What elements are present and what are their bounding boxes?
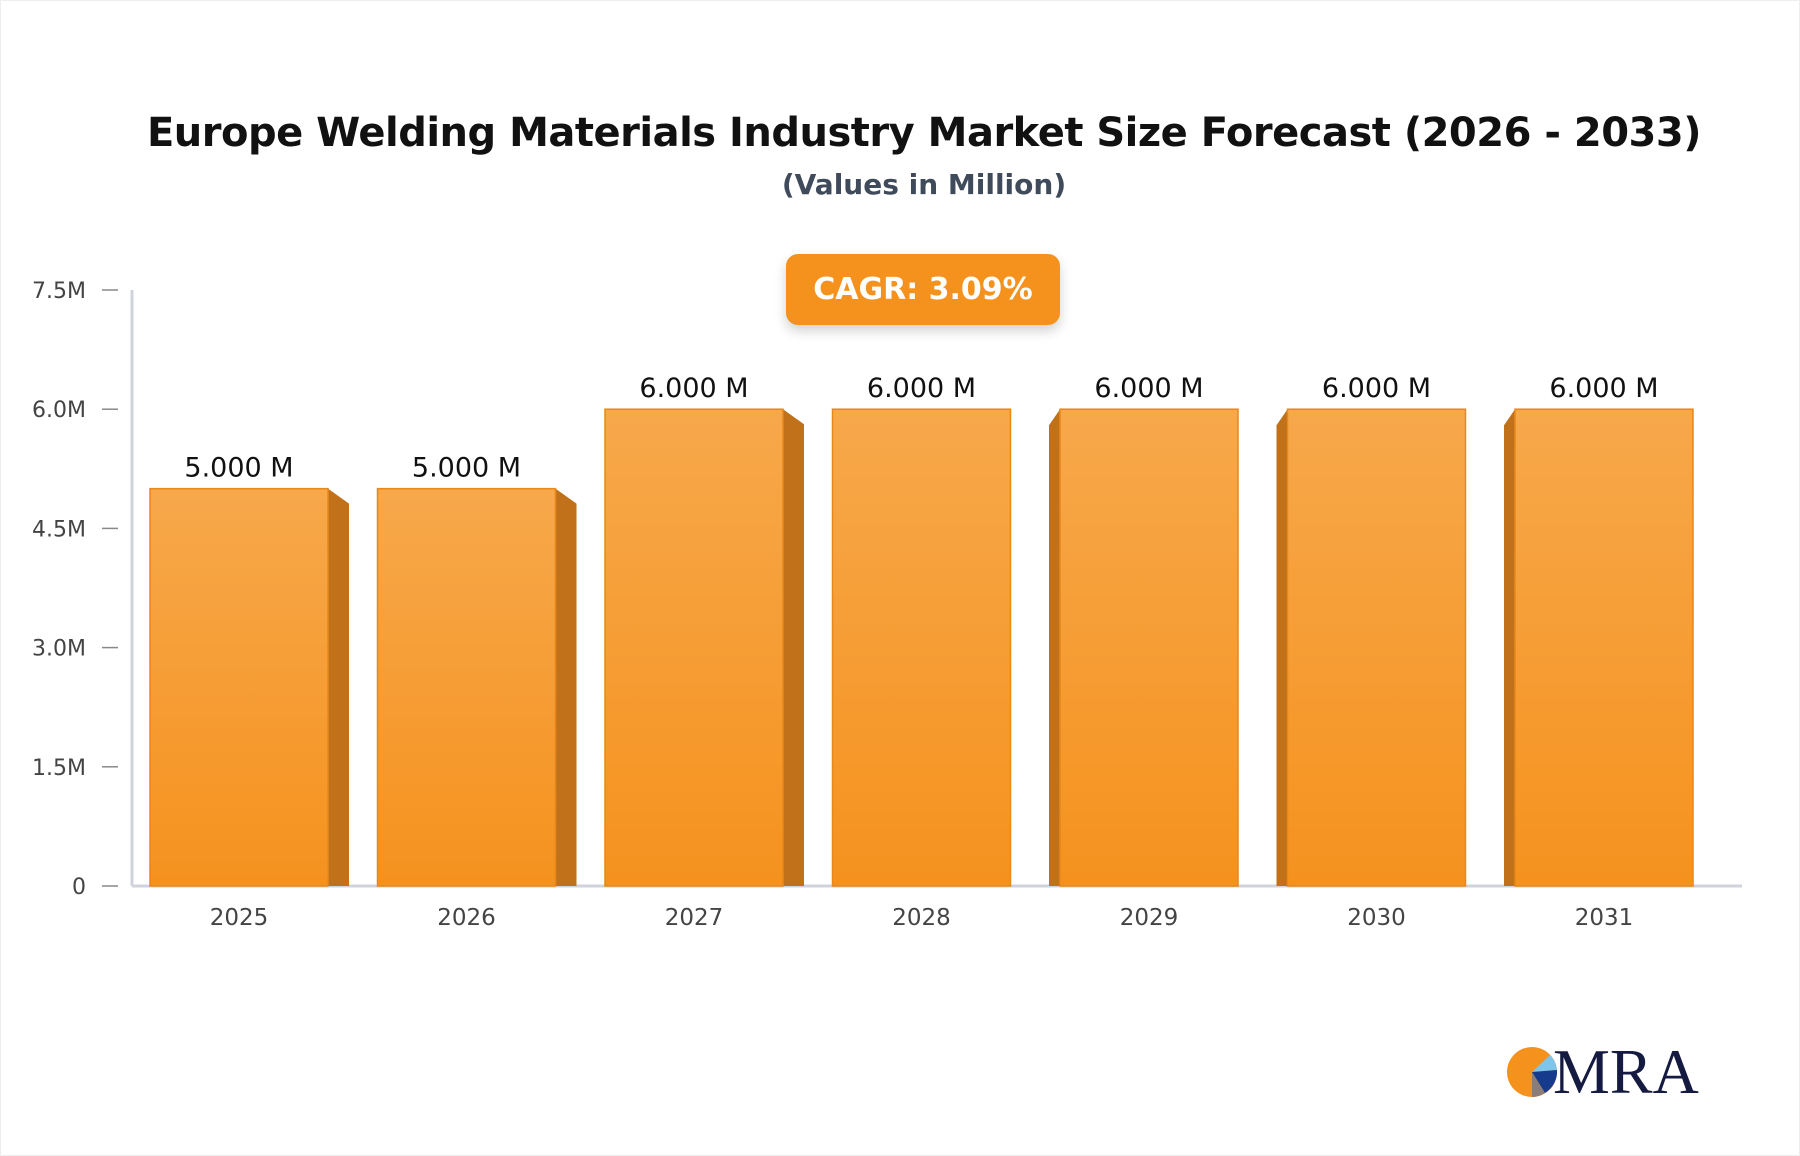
bar-side — [1504, 409, 1515, 886]
data-label: 5.000 M — [184, 453, 293, 484]
bar-side — [1049, 409, 1060, 886]
chart-subtitle: (Values in Million) — [781, 168, 1067, 201]
bar-2029 — [1059, 408, 1239, 887]
data-label: 6.000 M — [1094, 373, 1203, 404]
bar-2025 — [149, 487, 329, 887]
data-label: 6.000 M — [1549, 373, 1658, 404]
bar-2030 — [1286, 408, 1467, 887]
bar-side — [328, 488, 349, 886]
chart-title: Europe Welding Materials Industry Market… — [146, 110, 1702, 156]
data-label: 6.000 M — [867, 373, 976, 404]
bar-side — [1276, 409, 1288, 886]
bar-side — [555, 488, 577, 886]
data-label: 5.000 M — [412, 453, 521, 484]
bar-2028 — [831, 408, 1012, 887]
x-tick-label: 2030 — [1347, 905, 1406, 931]
y-tick-label: 6.0M — [32, 398, 86, 423]
x-tick-label: 2025 — [210, 905, 269, 931]
y-tick-label: 3.0M — [32, 637, 86, 662]
y-tick-label: 4.5M — [32, 517, 86, 542]
bar-2031 — [1514, 408, 1694, 887]
logo-text: MRA — [1553, 1036, 1699, 1107]
data-label: 6.000 M — [1322, 373, 1431, 404]
bar-side — [783, 409, 804, 886]
x-tick-label: 2028 — [892, 905, 951, 931]
x-tick-label: 2027 — [665, 905, 724, 931]
y-tick-label: 1.5M — [32, 756, 86, 781]
data-label: 6.000 M — [639, 373, 748, 404]
bar-2026 — [376, 487, 557, 887]
x-tick-label: 2026 — [437, 905, 496, 931]
x-tick-label: 2029 — [1120, 905, 1179, 931]
cagr-badge: CAGR: 3.09% — [786, 254, 1060, 325]
x-tick-label: 2031 — [1575, 905, 1634, 931]
y-tick-label: 7.5M — [32, 279, 86, 304]
bar-2027 — [604, 408, 784, 887]
y-tick-label: 0 — [72, 875, 86, 900]
